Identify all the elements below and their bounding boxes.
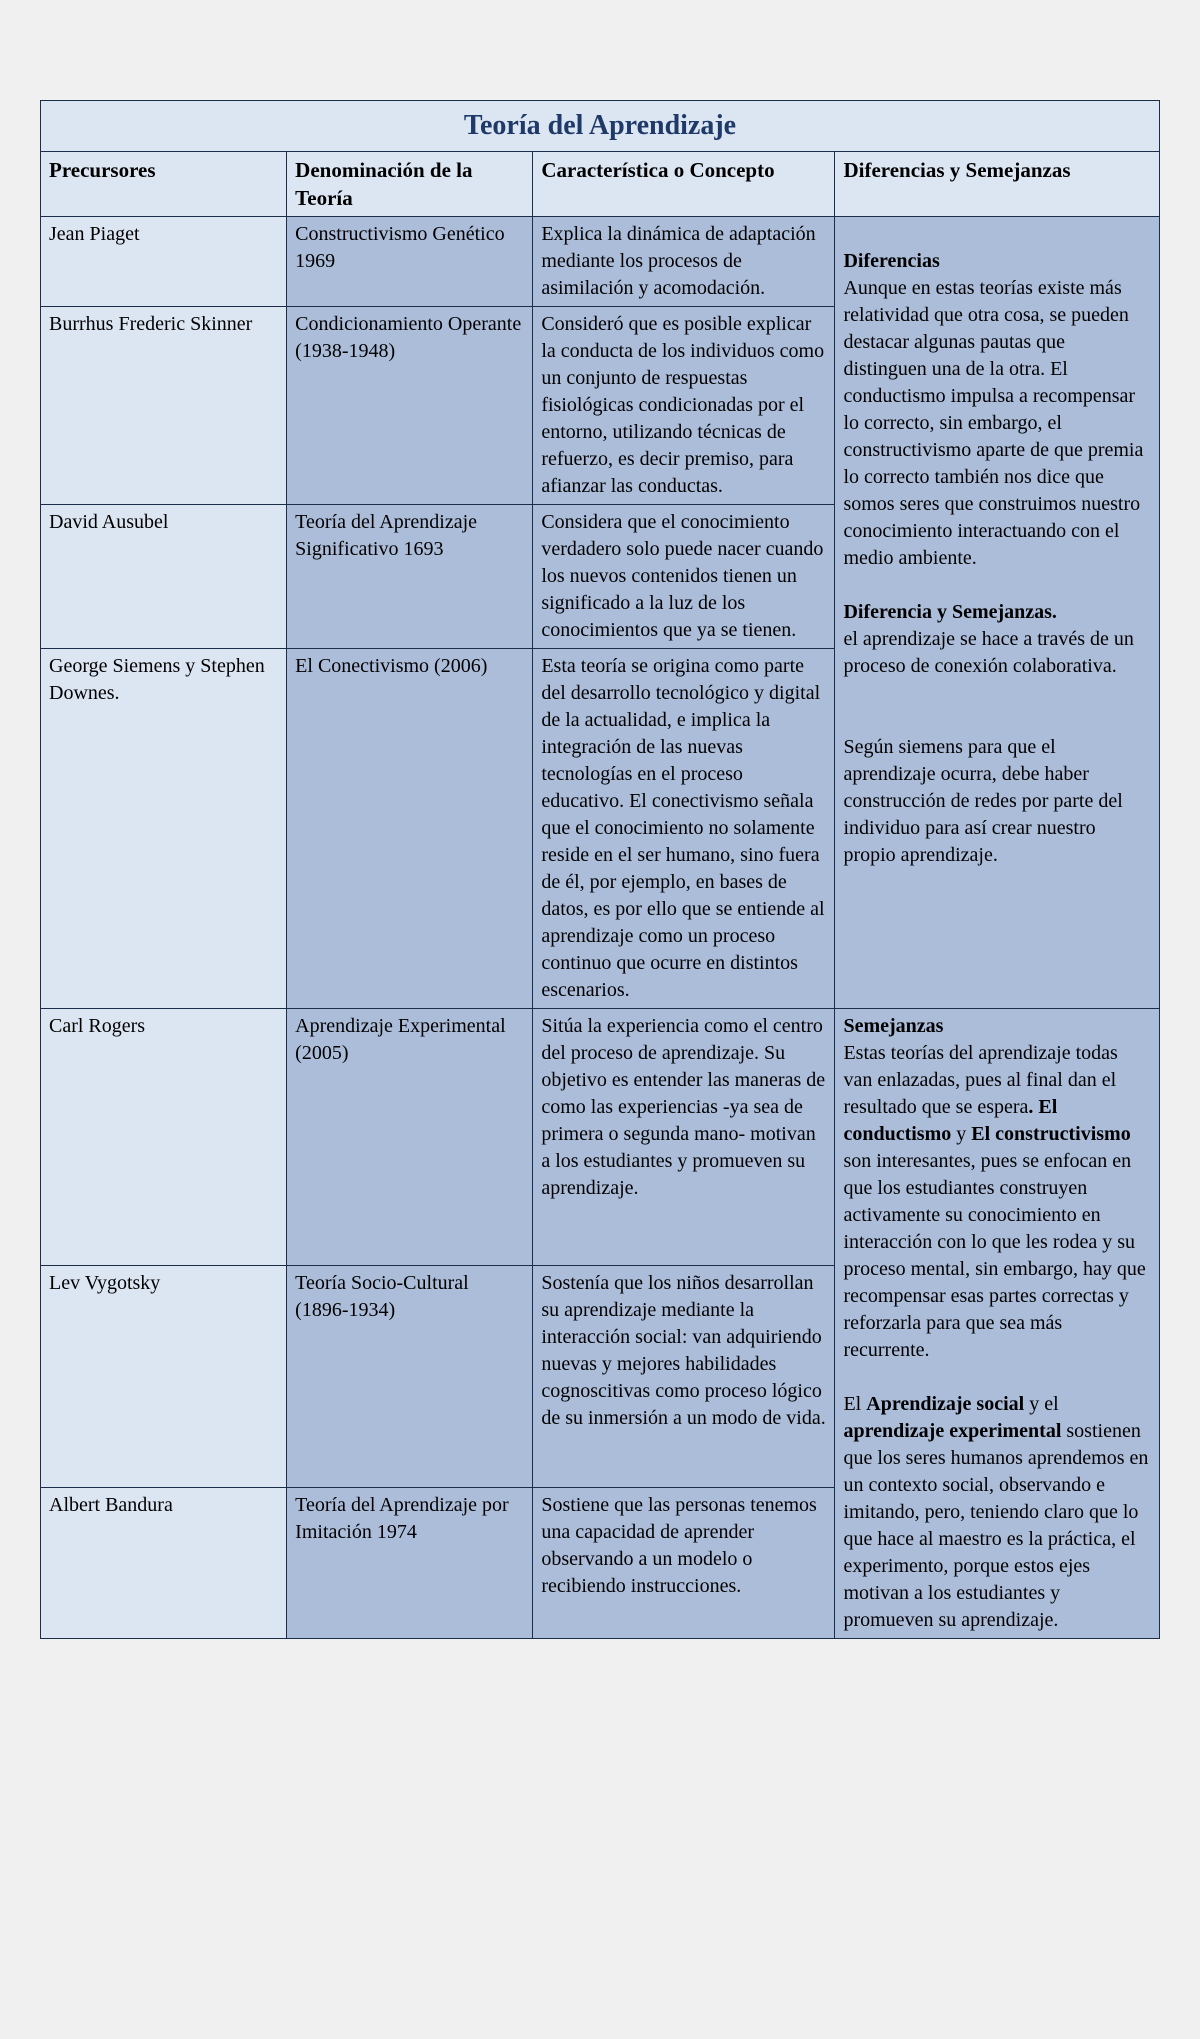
header-row: Precursores Denominación de la Teoría Ca… [41, 151, 1160, 217]
cell-denominacion: Constructivismo Genético 1969 [287, 217, 533, 307]
cell-denominacion: Teoría Socio-Cultural (1896-1934) [287, 1266, 533, 1488]
cell-concepto: Considera que el conocimiento verdadero … [533, 505, 835, 649]
diff-paragraph: Estas teorías del aprendizaje todas van … [843, 1040, 1151, 1364]
diff-paragraph: El Aprendizaje social y el aprendizaje e… [843, 1391, 1151, 1634]
cell-concepto: Sitúa la experiencia como el centro del … [533, 1009, 835, 1266]
diff-heading: Diferencia y Semejanzas. [843, 599, 1151, 626]
diff-paragraph: Según siemens para que el aprendizaje oc… [843, 734, 1151, 869]
cell-concepto: Consideró que es posible explicar la con… [533, 307, 835, 505]
cell-concepto: Sostiene que las personas tenemos una ca… [533, 1487, 835, 1639]
cell-denominacion: Aprendizaje Experimental (2005) [287, 1009, 533, 1266]
table-row: Jean Piaget Constructivismo Genético 196… [41, 217, 1160, 307]
cell-denominacion: Condicionamiento Operante (1938-1948) [287, 307, 533, 505]
cell-precursor: Jean Piaget [41, 217, 287, 307]
col-header-diferencias: Diferencias y Semejanzas [835, 151, 1160, 217]
cell-denominacion: Teoría del Aprendizaje por Imitación 197… [287, 1487, 533, 1639]
cell-precursor: Lev Vygotsky [41, 1266, 287, 1488]
cell-precursor: Carl Rogers [41, 1009, 287, 1266]
diff-paragraph: Aunque en estas teorías existe más relat… [843, 275, 1151, 572]
cell-concepto: Sostenía que los niños desarrollan su ap… [533, 1266, 835, 1488]
col-header-denominacion: Denominación de la Teoría [287, 151, 533, 217]
cell-diferencias-block-b: Semejanzas Estas teorías del aprendizaje… [835, 1009, 1160, 1639]
cell-concepto: Explica la dinámica de adaptación median… [533, 217, 835, 307]
title-row: Teoría del Aprendizaje [41, 101, 1160, 152]
document-page: Teoría del Aprendizaje Precursores Denom… [40, 100, 1160, 1639]
diff-heading: Semejanzas [843, 1013, 1151, 1040]
cell-concepto: Esta teoría se origina como parte del de… [533, 649, 835, 1009]
cell-precursor: Albert Bandura [41, 1487, 287, 1639]
cell-denominacion: Teoría del Aprendizaje Significativo 169… [287, 505, 533, 649]
diff-heading: Diferencias [843, 248, 1151, 275]
cell-precursor: Burrhus Frederic Skinner [41, 307, 287, 505]
cell-diferencias-block-a: Diferencias Aunque en estas teorías exis… [835, 217, 1160, 1009]
cell-precursor: George Siemens y Stephen Downes. [41, 649, 287, 1009]
cell-denominacion: El Conectivismo (2006) [287, 649, 533, 1009]
table-row: Carl Rogers Aprendizaje Experimental (20… [41, 1009, 1160, 1266]
learning-theory-table: Teoría del Aprendizaje Precursores Denom… [40, 100, 1160, 1639]
cell-precursor: David Ausubel [41, 505, 287, 649]
diff-paragraph: el aprendizaje se hace a través de un pr… [843, 626, 1151, 680]
table-title: Teoría del Aprendizaje [41, 101, 1160, 152]
col-header-concepto: Característica o Concepto [533, 151, 835, 217]
col-header-precursores: Precursores [41, 151, 287, 217]
